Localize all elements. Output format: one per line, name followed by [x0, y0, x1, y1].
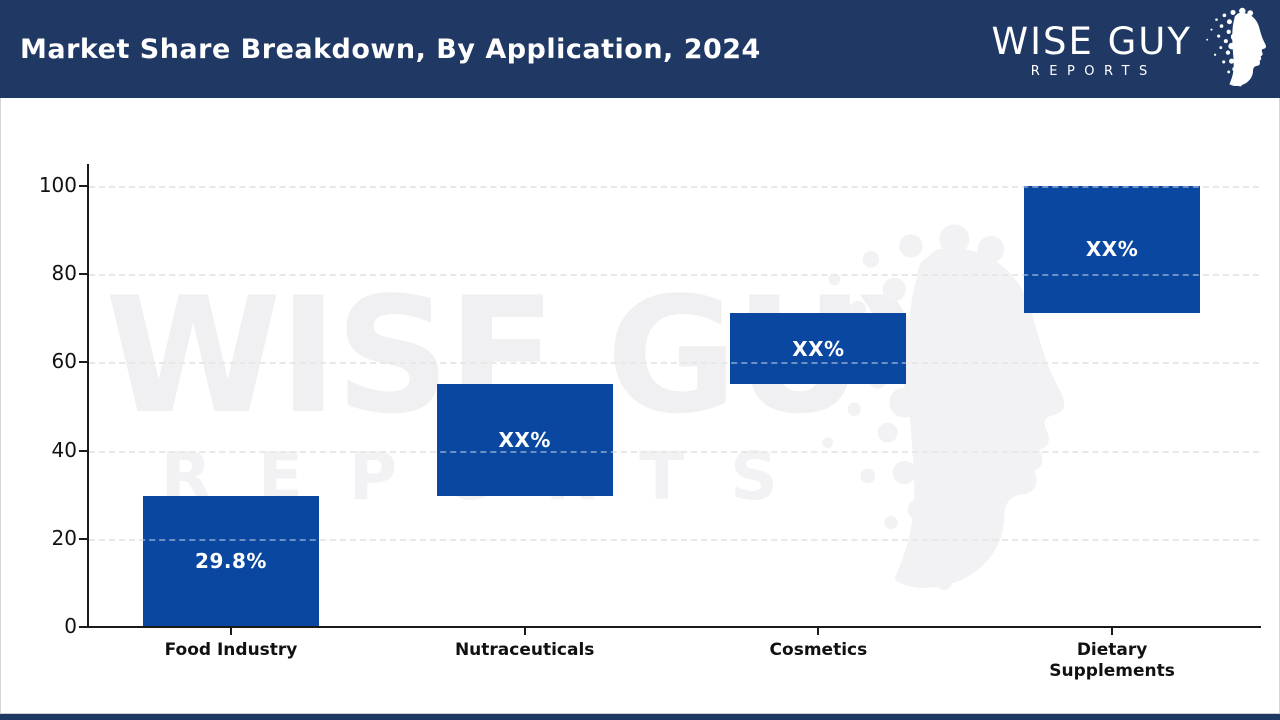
x-category-label: Cosmetics: [769, 640, 868, 660]
y-tick-mark: [79, 185, 87, 187]
x-tick-mark: [523, 628, 526, 635]
gridline: [89, 450, 1259, 453]
logo-wordmark: WISE GUY: [991, 20, 1192, 63]
bar-value-label: XX%: [792, 336, 845, 361]
plot-area: 0 20 40 60 80 100 29.8% Food Industry XX% Nutrace…: [1, 98, 1279, 713]
y-tick-mark: [79, 273, 87, 276]
header-bar: Market Share Breakdown, By Application, …: [0, 0, 1280, 98]
y-axis-line: [87, 164, 89, 628]
wiseguy-head-icon: [1196, 6, 1270, 92]
wiseguy-logo: WISE GUY REPORTS: [992, 6, 1270, 92]
y-tick-label: 40: [51, 437, 77, 462]
gridline-overlay: [89, 362, 1259, 365]
bar-value-label: 29.8%: [195, 549, 267, 574]
y-tick-mark: [79, 361, 87, 364]
bar-value-label: XX%: [498, 428, 551, 452]
x-axis-line: [87, 626, 1261, 628]
y-tick-label: 80: [51, 261, 77, 286]
gridline: [89, 362, 1259, 365]
gridline-overlay: [89, 186, 1259, 188]
gridline-overlay: [89, 538, 1259, 541]
bar-dietary-supplements: XX%: [1024, 186, 1201, 313]
logo-text: WISE GUY REPORTS: [992, 23, 1192, 79]
gridline-overlay: [89, 274, 1259, 277]
watermark-head-icon: [736, 216, 1086, 616]
gridline: [89, 538, 1259, 541]
y-tick-mark: [79, 449, 87, 452]
footer-bar: [0, 714, 1280, 720]
bar-cosmetics: XX%: [730, 312, 907, 385]
bar-nutraceuticals: XX%: [436, 384, 613, 496]
x-tick-mark: [817, 628, 820, 635]
x-tick-mark: [230, 628, 232, 635]
bar-value-label: XX%: [1085, 237, 1139, 262]
logo-subtext: REPORTS: [1030, 64, 1157, 79]
gridline: [89, 186, 1259, 188]
y-tick-label: 20: [51, 525, 77, 550]
bar-food-industry: 29.8%: [143, 495, 319, 627]
x-tick-mark: [1111, 628, 1114, 635]
y-tick-label: 100: [38, 173, 77, 197]
page-title: Market Share Breakdown, By Application, …: [20, 33, 761, 65]
gridline-overlay: [89, 450, 1259, 453]
y-tick-label: 0: [64, 614, 77, 638]
x-category-label: Dietary Supplements: [1049, 640, 1175, 682]
x-category-label: Food Industry: [164, 640, 298, 660]
gridline: [89, 274, 1259, 277]
y-tick-mark: [79, 537, 87, 540]
y-tick-label: 60: [51, 349, 77, 374]
x-category-label: Nutraceuticals: [454, 640, 595, 660]
y-tick-mark: [79, 626, 87, 628]
